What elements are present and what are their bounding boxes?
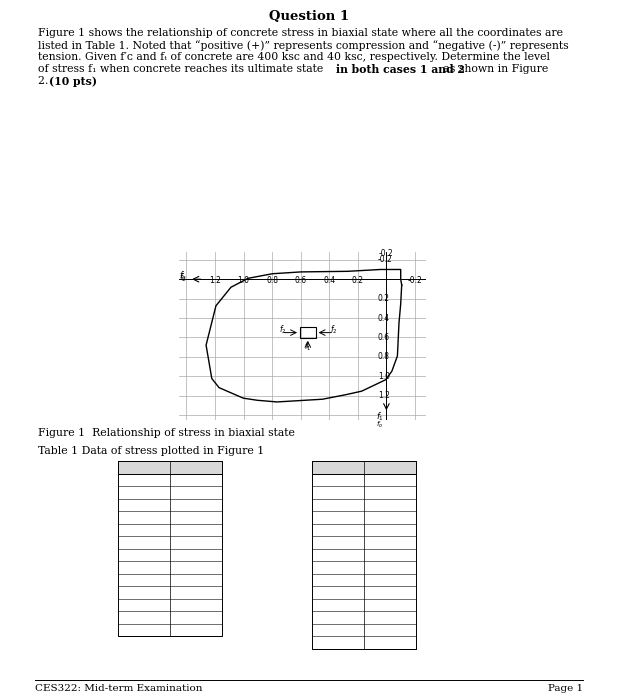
Text: 0.6: 0.6	[378, 333, 390, 342]
Text: -0.077: -0.077	[128, 512, 160, 522]
Text: 0.283: 0.283	[130, 563, 158, 572]
Text: 1.002: 1.002	[130, 612, 158, 622]
Text: -0.2: -0.2	[379, 248, 394, 258]
Text: of stress f₁ when concrete reaches its ultimate state: of stress f₁ when concrete reaches its u…	[38, 64, 327, 74]
Text: 1.088: 1.088	[324, 512, 352, 522]
Text: 0.948: 0.948	[182, 525, 210, 534]
Text: 0.598: 0.598	[324, 550, 352, 559]
Bar	[118, 461, 222, 636]
Text: -0.100: -0.100	[374, 588, 406, 596]
Text: -0.056: -0.056	[374, 538, 406, 547]
Text: -0.050: -0.050	[374, 625, 406, 634]
Text: $f_1$: $f_1$	[303, 340, 311, 353]
Text: $f_o$: $f_o$	[179, 270, 188, 282]
Text: -0.100: -0.100	[374, 601, 406, 609]
Text: f₂/f₀: f₂/f₀	[133, 463, 154, 472]
Text: CES322: Mid-term Examination: CES322: Mid-term Examination	[35, 684, 203, 693]
Text: -0.100: -0.100	[322, 612, 354, 622]
Text: Question 1: Question 1	[269, 10, 349, 23]
Text: tension. Given f′ᴄ and fₜ of concrete are 400 ksc and 40 ksc, respectively. Dete: tension. Given f′ᴄ and fₜ of concrete ar…	[38, 52, 550, 62]
Text: 1.023: 1.023	[376, 475, 404, 484]
Text: 0.061: 0.061	[182, 475, 210, 484]
Text: 0.000: 0.000	[376, 638, 404, 647]
Bar	[118, 461, 222, 473]
Text: 1.0: 1.0	[378, 372, 390, 381]
Text: 0.173: 0.173	[130, 550, 158, 559]
Text: f₁/f₀: f₁/f₀	[185, 463, 206, 472]
Bar	[312, 461, 416, 473]
Text: 0.4: 0.4	[323, 276, 336, 285]
Text: -0.009: -0.009	[374, 525, 406, 534]
Text: (10 pts): (10 pts)	[49, 76, 97, 87]
Text: 1.2: 1.2	[378, 391, 390, 400]
Text: 1.036: 1.036	[182, 538, 210, 547]
Text: 1.2: 1.2	[209, 276, 221, 285]
Text: 0.4: 0.4	[378, 314, 390, 323]
Text: 0.790: 0.790	[182, 512, 210, 522]
Text: 0.255: 0.255	[182, 488, 210, 497]
Text: 1.171: 1.171	[130, 625, 158, 634]
Text: -0.100: -0.100	[322, 638, 354, 647]
Text: $f_2$: $f_2$	[279, 323, 286, 336]
Text: 0.799: 0.799	[324, 538, 352, 547]
Text: 0.8: 0.8	[266, 276, 278, 285]
Text: -0.107: -0.107	[128, 475, 160, 484]
Text: -0.100: -0.100	[374, 612, 406, 622]
Text: $f_o$: $f_o$	[376, 420, 384, 430]
Text: -0.075: -0.075	[374, 550, 406, 559]
Text: $f_2$: $f_2$	[329, 323, 337, 336]
Text: 0.2: 0.2	[378, 294, 390, 303]
Text: 1.189: 1.189	[182, 563, 211, 572]
Text: -0.100: -0.100	[322, 625, 354, 634]
Text: 1.247: 1.247	[182, 601, 211, 609]
Text: -0.2: -0.2	[408, 276, 422, 285]
Text: 1.117: 1.117	[182, 625, 211, 634]
Text: as shown in Figure: as shown in Figure	[440, 64, 548, 74]
Text: 0.083: 0.083	[376, 512, 404, 522]
Text: -0.038: -0.038	[128, 525, 160, 534]
Text: 0.000: 0.000	[324, 588, 352, 596]
Text: 0.041: 0.041	[324, 575, 352, 584]
Text: 1.153: 1.153	[182, 550, 211, 559]
Text: 0.006: 0.006	[130, 538, 158, 547]
Text: 1.262: 1.262	[324, 488, 352, 497]
Text: Table 1 Data of stress plotted in Figure 1: Table 1 Data of stress plotted in Figure…	[38, 446, 265, 456]
Text: -0.100: -0.100	[374, 575, 406, 584]
Text: 0.8: 0.8	[378, 352, 390, 361]
Text: 0.273: 0.273	[324, 563, 352, 572]
Bar	[312, 461, 416, 648]
Text: 0.447: 0.447	[130, 575, 158, 584]
Text: 1.236: 1.236	[182, 575, 210, 584]
Text: 1.225: 1.225	[182, 612, 210, 622]
Text: 1.264: 1.264	[182, 588, 210, 596]
Text: 0.451: 0.451	[182, 500, 211, 510]
Text: Page 1: Page 1	[548, 684, 583, 693]
Text: f₂/f₀: f₂/f₀	[328, 463, 349, 472]
Text: listed in Table 1. Noted that “positive (+)” represents compression and “negativ: listed in Table 1. Noted that “positive …	[38, 40, 569, 51]
Text: -0.088: -0.088	[128, 500, 160, 510]
Text: Figure 1  Relationship of stress in biaxial state: Figure 1 Relationship of stress in biaxi…	[38, 428, 295, 438]
Text: $f_2$: $f_2$	[179, 272, 187, 284]
Text: 0.679: 0.679	[376, 488, 404, 497]
Text: -0.100: -0.100	[128, 488, 160, 497]
Text: 0.765: 0.765	[130, 588, 158, 596]
Text: 1.193: 1.193	[324, 500, 352, 510]
Text: in both cases 1 and 2: in both cases 1 and 2	[336, 64, 465, 75]
Text: 0.6: 0.6	[295, 276, 307, 285]
Text: 1.0: 1.0	[237, 276, 250, 285]
Text: 1.222: 1.222	[324, 475, 352, 484]
Text: 0.968: 0.968	[324, 525, 352, 534]
Text: Figure 1 shows the relationship of concrete stress in biaxial state where all th: Figure 1 shows the relationship of concr…	[38, 28, 563, 38]
Text: f₁/f₀: f₁/f₀	[379, 463, 400, 472]
Text: $f_1$: $f_1$	[376, 411, 384, 424]
Text: 0.2: 0.2	[352, 276, 364, 285]
Bar	[300, 328, 316, 338]
Text: -0.050: -0.050	[322, 601, 354, 609]
Text: -0.081: -0.081	[374, 563, 406, 572]
Text: 2.: 2.	[38, 76, 52, 86]
Text: 0.903: 0.903	[130, 601, 158, 609]
Text: -0.2: -0.2	[378, 256, 392, 265]
Text: 0.274: 0.274	[376, 500, 404, 510]
